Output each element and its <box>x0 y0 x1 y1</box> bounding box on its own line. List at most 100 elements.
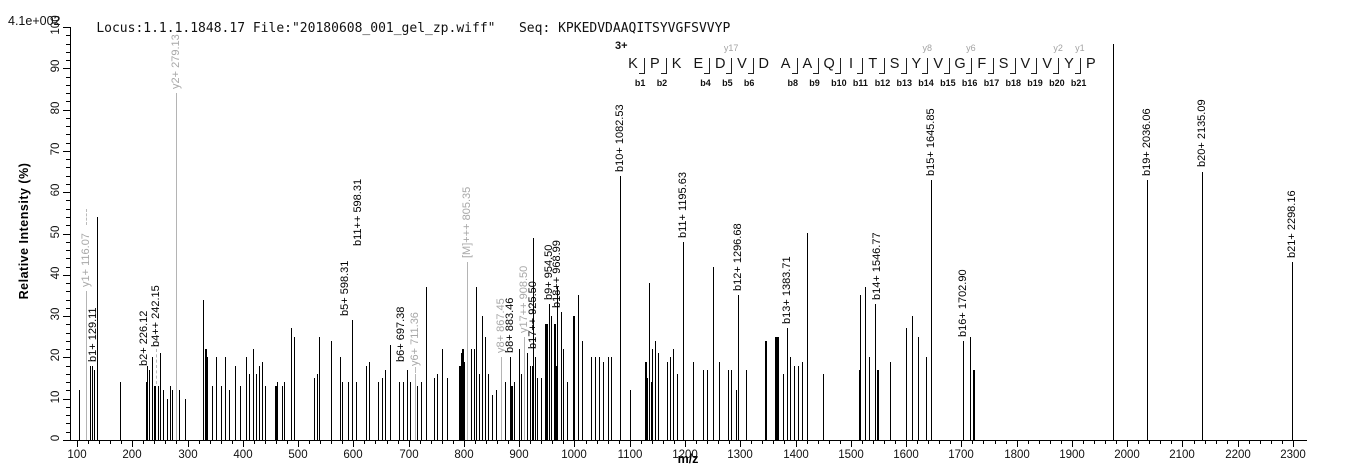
spectrum-peak <box>511 386 513 440</box>
x-minor-tick <box>1138 440 1139 444</box>
spectrum-peak <box>216 357 217 440</box>
spectrum-peak <box>630 390 631 440</box>
spectrum-peak <box>574 324 575 440</box>
x-minor-tick <box>508 440 509 444</box>
spectrum-peak <box>620 176 621 440</box>
spectrum-peak <box>471 349 472 440</box>
spectrum-peak <box>906 328 907 440</box>
sequence-residue: V <box>1042 56 1053 72</box>
ion-label: b1+ 129.11 <box>87 306 100 362</box>
spectrum-peak <box>599 357 600 440</box>
b-ion-tag: b5 <box>722 78 733 88</box>
b-ion-tag: b11 <box>852 78 868 88</box>
x-minor-tick <box>199 440 200 444</box>
spectrum-peak <box>366 366 367 440</box>
x-tick-label: 1600 <box>893 449 919 461</box>
y-major-tick <box>63 399 70 400</box>
spectrum-peak <box>90 366 91 440</box>
x-tick-label: 400 <box>233 449 253 461</box>
x-minor-tick <box>1227 440 1228 444</box>
y-major-tick <box>63 440 70 441</box>
spectrum-peak <box>275 386 277 440</box>
spectrum-peak <box>521 374 522 440</box>
x-tick-label: 1300 <box>727 449 753 461</box>
x-minor-tick <box>541 440 542 444</box>
spectrum-peak <box>582 341 583 440</box>
spectrum-peak <box>746 370 747 440</box>
spectrum-peak <box>79 390 80 440</box>
ion-label: y6+ 711.36 <box>408 311 421 366</box>
y-minor-tick <box>66 209 70 210</box>
x-minor-tick <box>696 440 697 444</box>
fragment-divider <box>965 58 972 74</box>
spectrum-peak <box>527 353 528 440</box>
spectrum-peak <box>259 366 260 440</box>
sequence-residue: S <box>998 56 1009 72</box>
x-minor-tick <box>563 440 564 444</box>
spectrum-peak <box>554 324 556 440</box>
spectrum-peak <box>229 390 230 440</box>
y-minor-tick <box>66 349 70 350</box>
spectrum-peak <box>149 370 150 440</box>
spectrum-peak <box>775 337 777 440</box>
y-major-tick <box>63 275 70 276</box>
spectrum-peak <box>514 382 515 440</box>
sequence-residue: V <box>1020 56 1031 72</box>
spectrum-peak <box>369 362 370 440</box>
y-minor-tick <box>66 225 70 226</box>
fragment-divider <box>944 58 951 74</box>
x-minor-tick <box>597 440 598 444</box>
spectrum-peak <box>713 267 714 440</box>
spectrum-peak <box>176 93 177 440</box>
spectrum-peak <box>655 341 656 440</box>
spectrum-peak <box>235 366 236 440</box>
ion-label: b18++ 968.99 <box>551 239 564 308</box>
spectrum-peak <box>647 378 648 440</box>
spectrum-peak <box>352 320 353 440</box>
spectrum-peak <box>667 362 668 440</box>
spectrum-peak <box>501 357 502 440</box>
sequence-residue: A <box>802 56 813 72</box>
spectrum-peak <box>92 366 93 440</box>
x-minor-tick <box>1149 440 1150 444</box>
spectrum-peak <box>567 382 568 440</box>
x-minor-tick <box>917 440 918 444</box>
x-minor-tick <box>1249 440 1250 444</box>
y-minor-tick <box>66 200 70 201</box>
x-minor-tick <box>375 440 376 444</box>
spectrum-peak <box>510 357 511 440</box>
spectrum-peak <box>97 217 98 440</box>
ion-label: b13+ 1383.71 <box>780 256 793 325</box>
spectrum-peak <box>918 337 919 440</box>
x-minor-tick <box>475 440 476 444</box>
y-minor-tick <box>66 101 70 102</box>
b-ion-tag: b8 <box>787 78 799 88</box>
y-minor-tick <box>66 308 70 309</box>
y-minor-tick <box>66 143 70 144</box>
spectrum-peak <box>557 287 558 440</box>
y-axis-line <box>70 27 71 441</box>
y-tick-label: 60 <box>50 183 62 197</box>
spectrum-peak <box>488 374 489 440</box>
spectrum-peak <box>931 180 932 440</box>
x-minor-tick <box>364 440 365 444</box>
spectrum-peak <box>505 382 506 440</box>
x-minor-tick <box>1094 440 1095 444</box>
spectrum-peak <box>340 357 341 440</box>
x-minor-tick <box>873 440 874 444</box>
y-minor-tick <box>66 52 70 53</box>
y-minor-tick <box>66 300 70 301</box>
ion-label: b12+ 1296.68 <box>732 223 745 292</box>
spectrum-peak <box>970 337 971 440</box>
spectrum-peak <box>683 242 684 440</box>
y-minor-tick <box>66 93 70 94</box>
y-minor-tick <box>66 291 70 292</box>
sequence-residue: V <box>737 56 747 72</box>
x-tick-label: 700 <box>399 449 419 461</box>
x-minor-tick <box>88 440 89 444</box>
spectrum-peak <box>707 370 708 440</box>
x-major-tick <box>243 440 244 447</box>
ion-label: b21+ 2298.16 <box>1285 190 1298 259</box>
spectrum-peak <box>221 386 222 440</box>
spectrum-peak <box>240 386 241 440</box>
